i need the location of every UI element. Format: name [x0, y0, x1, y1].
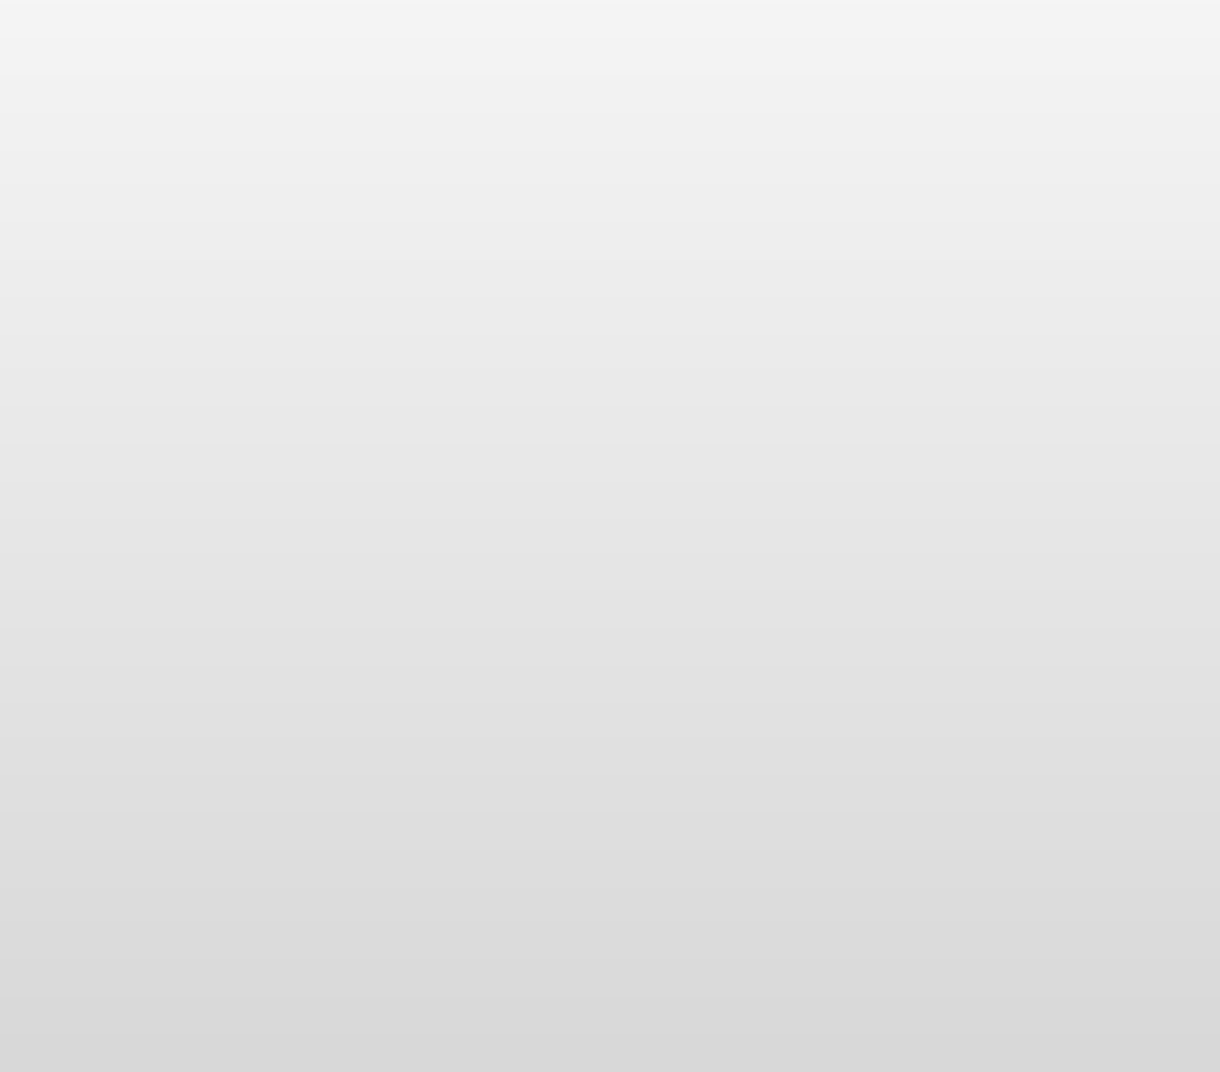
Bar	[190, 525, 1060, 591]
Bar	[190, 264, 1060, 329]
Bar	[190, 394, 1060, 460]
Text: 1.15: 1.15	[750, 286, 799, 307]
Text: 95: 95	[899, 352, 928, 372]
Text: 6.40: 6.40	[899, 875, 949, 894]
Bar	[190, 721, 1060, 787]
Bar	[190, 851, 1060, 917]
Text: End-2022 base: End-2022 base	[899, 220, 1096, 243]
Text: 0.88: 0.88	[357, 548, 406, 568]
Text: 1.08: 1.08	[357, 809, 406, 829]
Text: 1.25: 1.25	[450, 286, 500, 307]
Bar	[190, 329, 1060, 394]
Text: EUR/USD: EUR/USD	[207, 286, 307, 307]
Text: Downside: Downside	[750, 220, 880, 243]
Text: 0.85: 0.85	[628, 613, 678, 634]
Text: USD/CAD: USD/CAD	[207, 744, 310, 763]
Bar	[190, 198, 1060, 264]
Text: 0.80: 0.80	[450, 613, 500, 634]
Text: 1.20: 1.20	[628, 809, 678, 829]
Text: 100: 100	[450, 352, 493, 372]
Text: 1.18: 1.18	[899, 744, 949, 763]
Text: 0.82: 0.82	[628, 548, 678, 568]
Text: 1.22: 1.22	[450, 744, 500, 763]
Text: Spot: Spot	[357, 220, 418, 243]
Text: NZD/USD: NZD/USD	[207, 679, 311, 699]
Text: 1.05: 1.05	[750, 809, 799, 829]
Text: 1.53: 1.53	[899, 417, 949, 437]
Text: 0.83: 0.83	[899, 613, 949, 634]
Text: 1.26: 1.26	[750, 417, 799, 437]
Text: 0.92: 0.92	[450, 482, 500, 503]
Text: AUD/USD: AUD/USD	[207, 613, 311, 634]
Text: 6.47: 6.47	[357, 875, 406, 894]
Text: 0.72: 0.72	[750, 613, 799, 634]
Text: 0.92: 0.92	[899, 482, 949, 503]
Text: Upside: Upside	[628, 220, 720, 243]
Bar	[190, 787, 1060, 851]
Text: USD/CHF: USD/CHF	[207, 548, 307, 568]
Bar	[190, 591, 1060, 656]
Text: 0.75: 0.75	[628, 679, 678, 699]
Text: 1.15: 1.15	[628, 744, 678, 763]
Bar	[190, 460, 1060, 525]
Text: Pair: Pair	[207, 220, 260, 243]
Text: 0.92: 0.92	[628, 482, 678, 503]
Text: 0.85: 0.85	[899, 548, 949, 568]
Text: 0.76: 0.76	[357, 613, 406, 634]
Text: USD/JPY: USD/JPY	[207, 352, 295, 372]
Text: 1.30: 1.30	[899, 286, 949, 307]
Text: 0.72: 0.72	[357, 679, 406, 699]
Text: 1.28: 1.28	[357, 744, 406, 763]
Text: 6.40: 6.40	[450, 875, 500, 894]
Text: 0.67: 0.67	[750, 679, 799, 699]
Text: 0.73: 0.73	[450, 679, 500, 699]
Text: 1.32: 1.32	[628, 286, 677, 307]
Text: 0.90: 0.90	[357, 482, 406, 503]
Text: 0.92: 0.92	[750, 482, 799, 503]
Text: 90: 90	[750, 352, 778, 372]
Text: End-2021 base: End-2021 base	[450, 220, 647, 243]
Text: EUR/CHF: EUR/CHF	[207, 809, 305, 829]
Text: 6.80: 6.80	[750, 875, 799, 894]
Text: 1.20: 1.20	[899, 809, 949, 829]
Text: 1.61: 1.61	[628, 417, 677, 437]
Text: 1.47: 1.47	[450, 417, 500, 437]
Text: 6.00: 6.00	[628, 875, 678, 894]
Text: 0.75: 0.75	[899, 679, 949, 699]
Text: 105: 105	[357, 352, 400, 372]
Text: USD/CNY: USD/CNY	[207, 875, 309, 894]
Bar	[190, 656, 1060, 721]
Text: EUR/GBP: EUR/GBP	[207, 482, 306, 503]
Text: 1.20: 1.20	[357, 286, 406, 307]
Text: GBP/USD: GBP/USD	[207, 417, 309, 437]
Text: 0.91: 0.91	[750, 548, 799, 568]
Text: 1.36: 1.36	[357, 417, 406, 437]
Text: 1.30: 1.30	[750, 744, 799, 763]
Text: 0.85: 0.85	[450, 548, 500, 568]
Text: 1/15: 1/15	[450, 809, 500, 829]
Text: 105: 105	[628, 352, 671, 372]
